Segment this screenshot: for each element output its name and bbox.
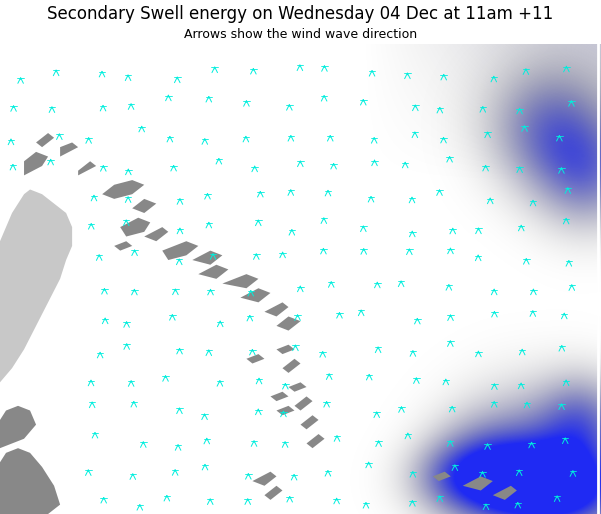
Polygon shape [192,251,222,265]
Polygon shape [300,415,319,429]
Polygon shape [246,354,264,363]
Polygon shape [24,152,48,175]
Polygon shape [433,472,451,481]
Polygon shape [276,345,294,354]
Polygon shape [252,472,276,486]
Text: Secondary Swell energy on Wednesday 04 Dec at 11am +11: Secondary Swell energy on Wednesday 04 D… [47,5,554,23]
Polygon shape [0,448,60,514]
Polygon shape [102,180,144,199]
Polygon shape [78,161,96,175]
Polygon shape [0,406,36,448]
Polygon shape [264,486,282,500]
Polygon shape [198,265,228,279]
Text: Arrows show the wind wave direction: Arrows show the wind wave direction [184,28,417,41]
Polygon shape [276,406,294,415]
Polygon shape [222,274,258,288]
Polygon shape [282,359,300,373]
Polygon shape [288,382,307,392]
Polygon shape [270,392,288,401]
Polygon shape [120,218,150,236]
Polygon shape [493,486,517,500]
Polygon shape [162,241,198,260]
Polygon shape [463,476,493,490]
Polygon shape [276,317,300,331]
Polygon shape [264,302,288,317]
Polygon shape [294,396,313,411]
Polygon shape [36,133,54,147]
Polygon shape [307,434,325,448]
Polygon shape [240,288,270,302]
Polygon shape [132,199,156,213]
Polygon shape [114,241,132,251]
Polygon shape [144,227,168,241]
Polygon shape [0,190,72,382]
Polygon shape [60,142,78,157]
